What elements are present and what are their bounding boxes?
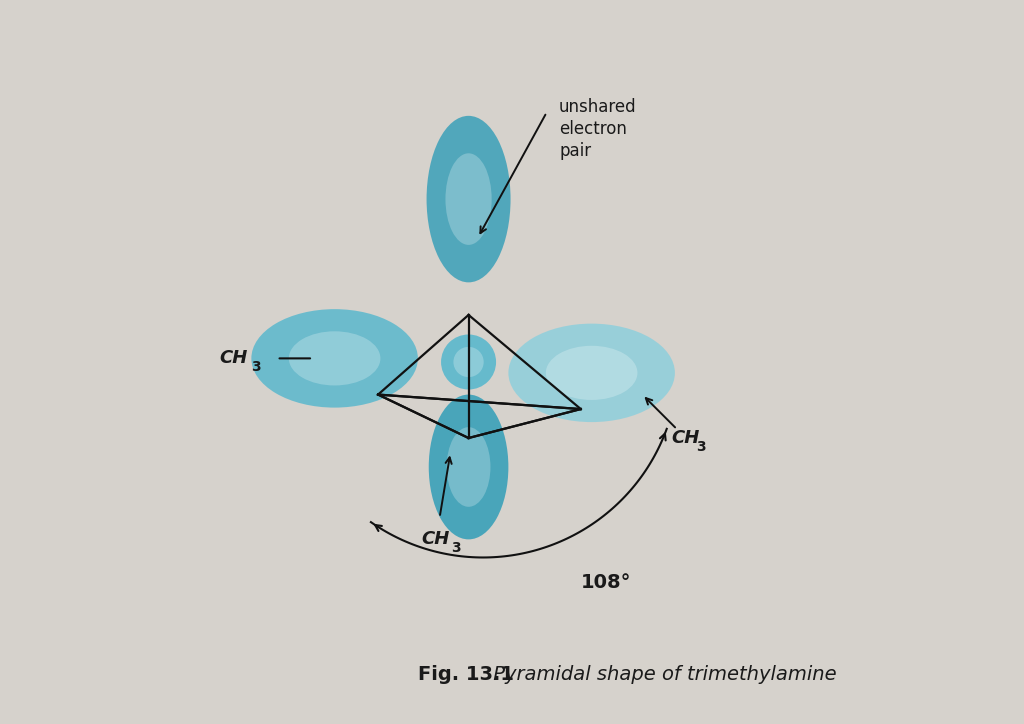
Text: 3: 3 (251, 360, 261, 374)
Ellipse shape (441, 334, 496, 390)
Ellipse shape (446, 427, 490, 507)
Text: CH: CH (219, 350, 248, 367)
Text: CH: CH (422, 530, 451, 548)
Ellipse shape (427, 116, 511, 282)
Ellipse shape (251, 309, 418, 408)
Ellipse shape (454, 347, 483, 377)
Ellipse shape (445, 153, 492, 245)
Text: unshared
electron
pair: unshared electron pair (559, 98, 637, 160)
Ellipse shape (546, 346, 637, 400)
Text: Pyramidal shape of trimethylamine: Pyramidal shape of trimethylamine (486, 665, 837, 684)
Ellipse shape (289, 332, 380, 385)
Text: 3: 3 (696, 439, 706, 454)
Text: Fig. 13.1: Fig. 13.1 (418, 665, 514, 684)
Ellipse shape (508, 324, 675, 422)
Text: CH: CH (672, 429, 699, 447)
Ellipse shape (429, 395, 508, 539)
Text: 3: 3 (452, 541, 461, 555)
Text: 108°: 108° (581, 573, 632, 592)
